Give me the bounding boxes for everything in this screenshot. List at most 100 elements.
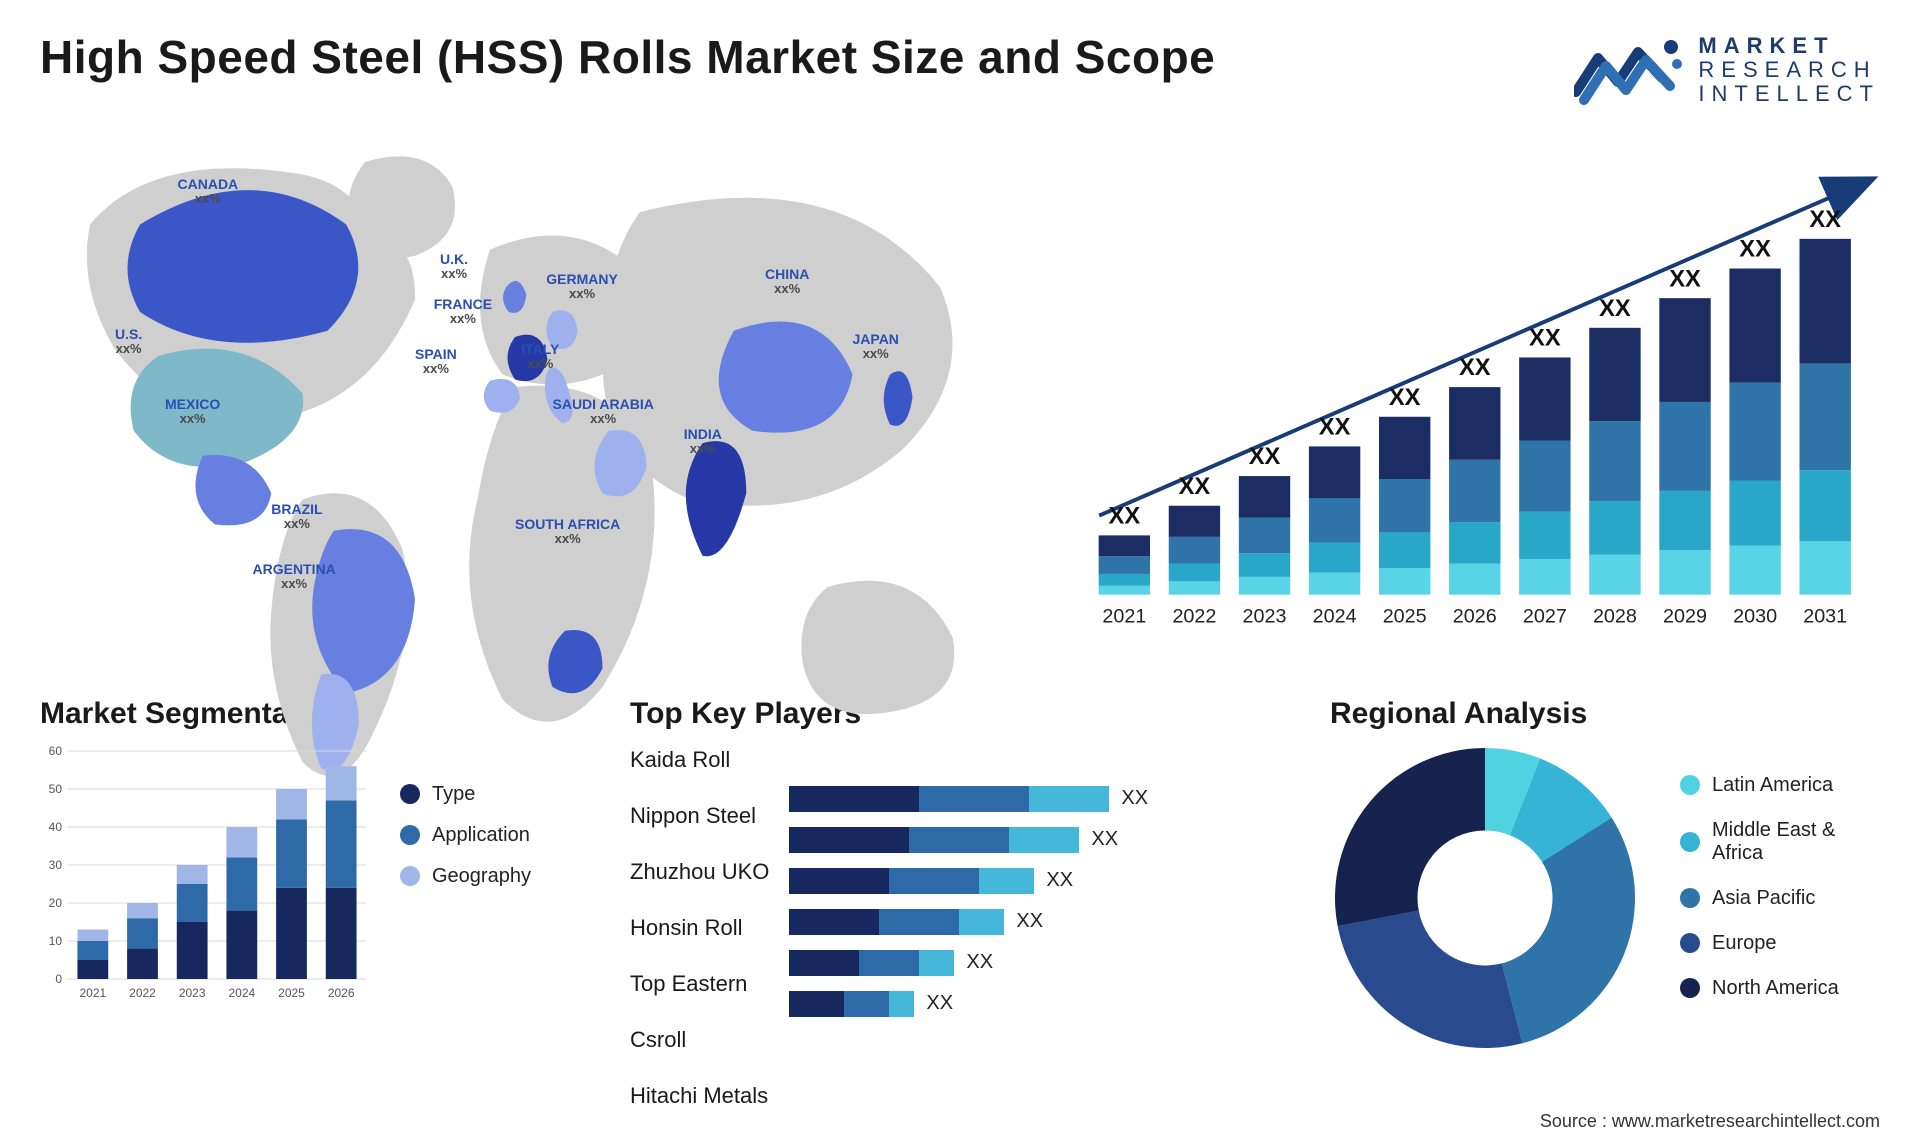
logo-line1: MARKET — [1698, 34, 1880, 58]
map-label: GERMANYxx% — [546, 272, 618, 302]
regional-panel: Regional Analysis Latin AmericaMiddle Ea… — [1330, 697, 1880, 1122]
player-name: Honsin Roll — [630, 913, 769, 943]
player-bar-segment — [859, 950, 919, 976]
svg-text:XX: XX — [1319, 414, 1351, 440]
svg-text:XX: XX — [1109, 503, 1141, 529]
map-pct: xx% — [253, 577, 336, 591]
player-bar-segment — [789, 786, 919, 812]
legend-item: Latin America — [1680, 774, 1880, 797]
regional-donut — [1330, 743, 1640, 1053]
player-bar-segment — [889, 868, 979, 894]
map-label: MEXICOxx% — [165, 397, 220, 427]
logo-line2: RESEARCH — [1698, 58, 1880, 82]
svg-text:XX: XX — [1249, 444, 1281, 470]
map-label: FRANCExx% — [434, 297, 492, 327]
map-pct: xx% — [546, 287, 618, 301]
player-row: XX — [789, 907, 1300, 937]
segmentation-chart-svg: 0102030405060202120222023202420252026 — [40, 743, 370, 1003]
logo-line3: INTELLECT — [1698, 82, 1880, 106]
bottom-row: Market Segmentation 01020304050602021202… — [40, 697, 1880, 1122]
player-bar-segment — [1029, 786, 1109, 812]
map-label: INDIAxx% — [684, 427, 722, 457]
svg-text:XX: XX — [1459, 355, 1491, 381]
player-bar — [789, 991, 914, 1017]
legend-swatch-icon — [400, 866, 420, 886]
regional-donut-svg — [1330, 743, 1640, 1053]
player-bar-segment — [844, 991, 889, 1017]
player-value: XX — [1046, 869, 1073, 892]
legend-swatch-icon — [1680, 832, 1700, 852]
logo-text: MARKET RESEARCH INTELLECT — [1698, 34, 1880, 107]
legend-label: Europe — [1712, 932, 1777, 955]
brand-logo: MARKET RESEARCH INTELLECT — [1574, 34, 1880, 107]
svg-text:XX: XX — [1179, 473, 1211, 499]
player-bar — [789, 786, 1109, 812]
map-label: CANADAxx% — [178, 177, 239, 207]
legend-item: North America — [1680, 977, 1880, 1000]
map-pct: xx% — [765, 282, 809, 296]
player-bar — [789, 950, 954, 976]
player-bar-segment — [789, 950, 859, 976]
svg-text:0: 0 — [55, 972, 62, 986]
svg-text:XX: XX — [1529, 325, 1561, 351]
player-name: Hitachi Metals — [630, 1081, 769, 1111]
player-row: XX — [789, 825, 1300, 855]
player-bar-segment — [789, 909, 879, 935]
map-label: BRAZILxx% — [271, 502, 322, 532]
svg-text:XX: XX — [1739, 236, 1771, 262]
svg-text:2022: 2022 — [129, 986, 156, 1000]
svg-text:XX: XX — [1809, 207, 1841, 233]
map-country: SOUTH AFRICA — [515, 517, 620, 532]
svg-text:20: 20 — [49, 896, 63, 910]
map-pct: xx% — [553, 412, 654, 426]
player-value: XX — [1091, 828, 1118, 851]
player-bar-segment — [979, 868, 1034, 894]
map-label: U.K.xx% — [440, 252, 468, 282]
player-value: XX — [1121, 787, 1148, 810]
map-country: ARGENTINA — [253, 562, 336, 577]
legend-item: Middle East & Africa — [1680, 819, 1880, 865]
player-bar-segment — [919, 786, 1029, 812]
player-row — [789, 743, 1300, 773]
svg-text:2023: 2023 — [1243, 605, 1287, 627]
players-names: Kaida RollNippon SteelZhuzhou UKOHonsin … — [630, 743, 769, 1122]
player-bar — [789, 909, 1004, 935]
source-line: Source : www.marketresearchintellect.com — [1540, 1111, 1880, 1132]
legend-swatch-icon — [1680, 775, 1700, 795]
legend-swatch-icon — [400, 784, 420, 804]
svg-text:10: 10 — [49, 934, 63, 948]
header: High Speed Steel (HSS) Rolls Market Size… — [40, 30, 1880, 107]
player-bar-segment — [1009, 827, 1079, 853]
map-country: INDIA — [684, 427, 722, 442]
svg-text:2030: 2030 — [1733, 605, 1777, 627]
svg-text:XX: XX — [1669, 266, 1701, 292]
legend-swatch-icon — [1680, 888, 1700, 908]
legend-label: Geography — [432, 865, 531, 888]
player-bar-segment — [959, 909, 1004, 935]
legend-swatch-icon — [1680, 978, 1700, 998]
player-bar-segment — [879, 909, 959, 935]
player-row: XX — [789, 866, 1300, 896]
svg-text:2022: 2022 — [1172, 605, 1216, 627]
player-value: XX — [966, 951, 993, 974]
map-country: SPAIN — [415, 347, 457, 362]
map-pct: xx% — [684, 442, 722, 456]
map-country: BRAZIL — [271, 502, 322, 517]
map-country: MEXICO — [165, 397, 220, 412]
map-country: CANADA — [178, 177, 239, 192]
map-country: U.S. — [115, 327, 142, 342]
map-pct: xx% — [115, 342, 142, 356]
svg-text:60: 60 — [49, 744, 63, 758]
map-pct: xx% — [271, 517, 322, 531]
map-pct: xx% — [434, 312, 492, 326]
player-bar-segment — [789, 991, 844, 1017]
svg-text:40: 40 — [49, 820, 63, 834]
player-value: XX — [926, 992, 953, 1015]
player-bar — [789, 868, 1034, 894]
map-label: U.S.xx% — [115, 327, 142, 357]
player-bar-segment — [889, 991, 914, 1017]
svg-text:30: 30 — [49, 858, 63, 872]
player-name: Nippon Steel — [630, 801, 769, 831]
player-bar-segment — [789, 827, 909, 853]
players-chart: XXXXXXXXXXXX — [789, 743, 1300, 1043]
